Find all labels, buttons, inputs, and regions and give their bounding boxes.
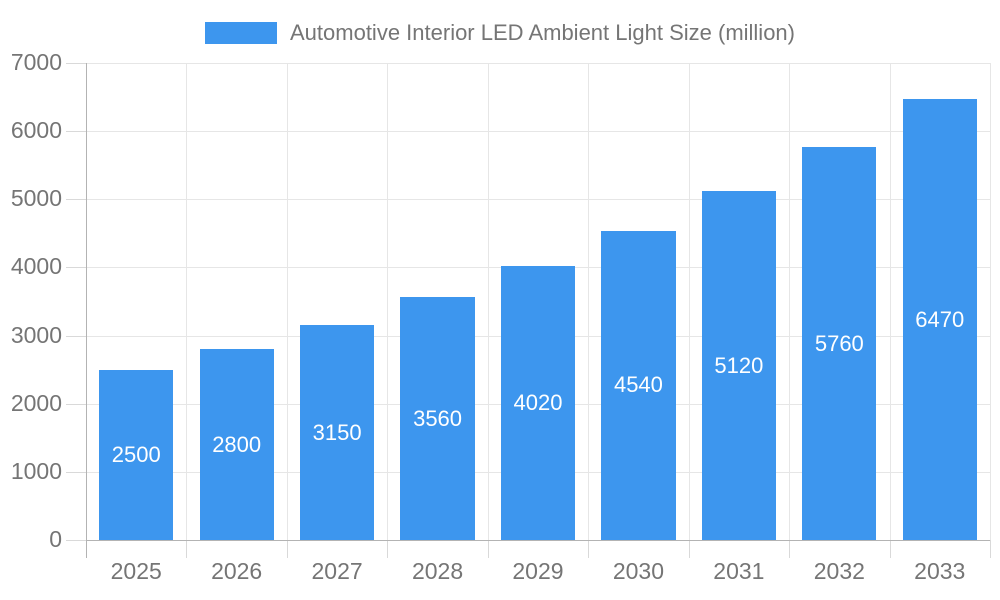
x-axis-tick (990, 540, 991, 558)
y-axis-tick (66, 267, 86, 269)
bar-2028: 3560 (400, 297, 475, 540)
bar-value-label: 4020 (513, 390, 563, 416)
x-axis-tick-label: 2033 (914, 558, 966, 584)
x-gridline (186, 63, 188, 540)
y-axis-tick (66, 540, 86, 541)
bar-value-label: 3150 (312, 419, 362, 445)
bar-value-label: 4540 (613, 372, 663, 398)
bar-2025: 2500 (99, 369, 174, 540)
bar-2032: 5760 (802, 147, 877, 540)
x-axis-tick (688, 540, 690, 558)
y-axis-tick-label: 7000 (10, 49, 62, 75)
y-axis-tick (66, 131, 86, 133)
x-gridline (889, 63, 891, 540)
bar-2031: 5120 (701, 191, 777, 540)
bar-2033: 6470 (902, 99, 977, 540)
bar-2030: 4540 (601, 230, 676, 540)
x-axis-tick (588, 540, 590, 558)
x-gridline (387, 63, 389, 540)
y-axis-tick-label: 4000 (10, 253, 62, 280)
bar-value-label: 2500 (111, 441, 161, 467)
x-gridline (688, 63, 690, 540)
x-axis-line (86, 540, 990, 541)
x-axis-tick (286, 540, 288, 558)
legend-label: Automotive Interior LED Ambient Light Si… (290, 20, 795, 45)
bar-2029: 4020 (500, 266, 576, 540)
y-axis-tick-label: 5000 (10, 185, 62, 212)
y-axis-tick (66, 63, 86, 64)
x-axis-tick (186, 540, 188, 558)
y-gridline (86, 199, 990, 201)
x-gridline (789, 63, 791, 540)
y-axis-tick-label: 6000 (10, 117, 62, 144)
x-gridline (990, 63, 991, 540)
chart-legend: Automotive Interior LED Ambient Light Si… (0, 20, 1000, 46)
bar-value-label: 6470 (915, 306, 965, 332)
legend-swatch-icon (205, 22, 277, 44)
bar-2026: 2800 (199, 349, 274, 540)
bar-value-label: 5120 (714, 352, 764, 378)
y-axis-tick-label: 0 (49, 526, 62, 552)
x-axis-tick-label: 2032 (813, 558, 865, 584)
y-axis-tick-label: 3000 (10, 321, 62, 348)
x-axis-tick-label: 2031 (713, 558, 765, 584)
bar-value-label: 3560 (413, 405, 463, 431)
y-axis-tick-label: 1000 (10, 457, 62, 484)
x-axis-tick (387, 540, 389, 558)
bar-value-label: 2800 (212, 431, 262, 457)
x-gridline (588, 63, 590, 540)
x-axis-tick-label: 2026 (211, 558, 263, 584)
x-axis-tick-label: 2029 (512, 558, 564, 584)
y-axis-tick-label: 2000 (10, 389, 62, 416)
y-axis-tick (66, 199, 86, 201)
y-axis-line (86, 63, 87, 558)
x-axis-tick (487, 540, 489, 558)
y-axis-tick (66, 471, 86, 473)
x-axis-tick (889, 540, 891, 558)
x-axis-tick-label: 2027 (311, 558, 363, 584)
y-gridline (86, 131, 990, 133)
x-gridline (487, 63, 489, 540)
bar-2027: 3150 (299, 325, 375, 540)
x-axis-tick-label: 2028 (411, 558, 464, 584)
x-axis-tick (789, 540, 791, 558)
x-axis-tick-label: 2025 (110, 558, 162, 584)
x-axis-tick-label: 2030 (612, 558, 665, 584)
y-axis-tick (66, 335, 86, 337)
x-gridline (286, 63, 288, 540)
y-gridline (86, 63, 990, 64)
y-axis-tick (66, 403, 86, 405)
bar-value-label: 5760 (814, 330, 864, 356)
